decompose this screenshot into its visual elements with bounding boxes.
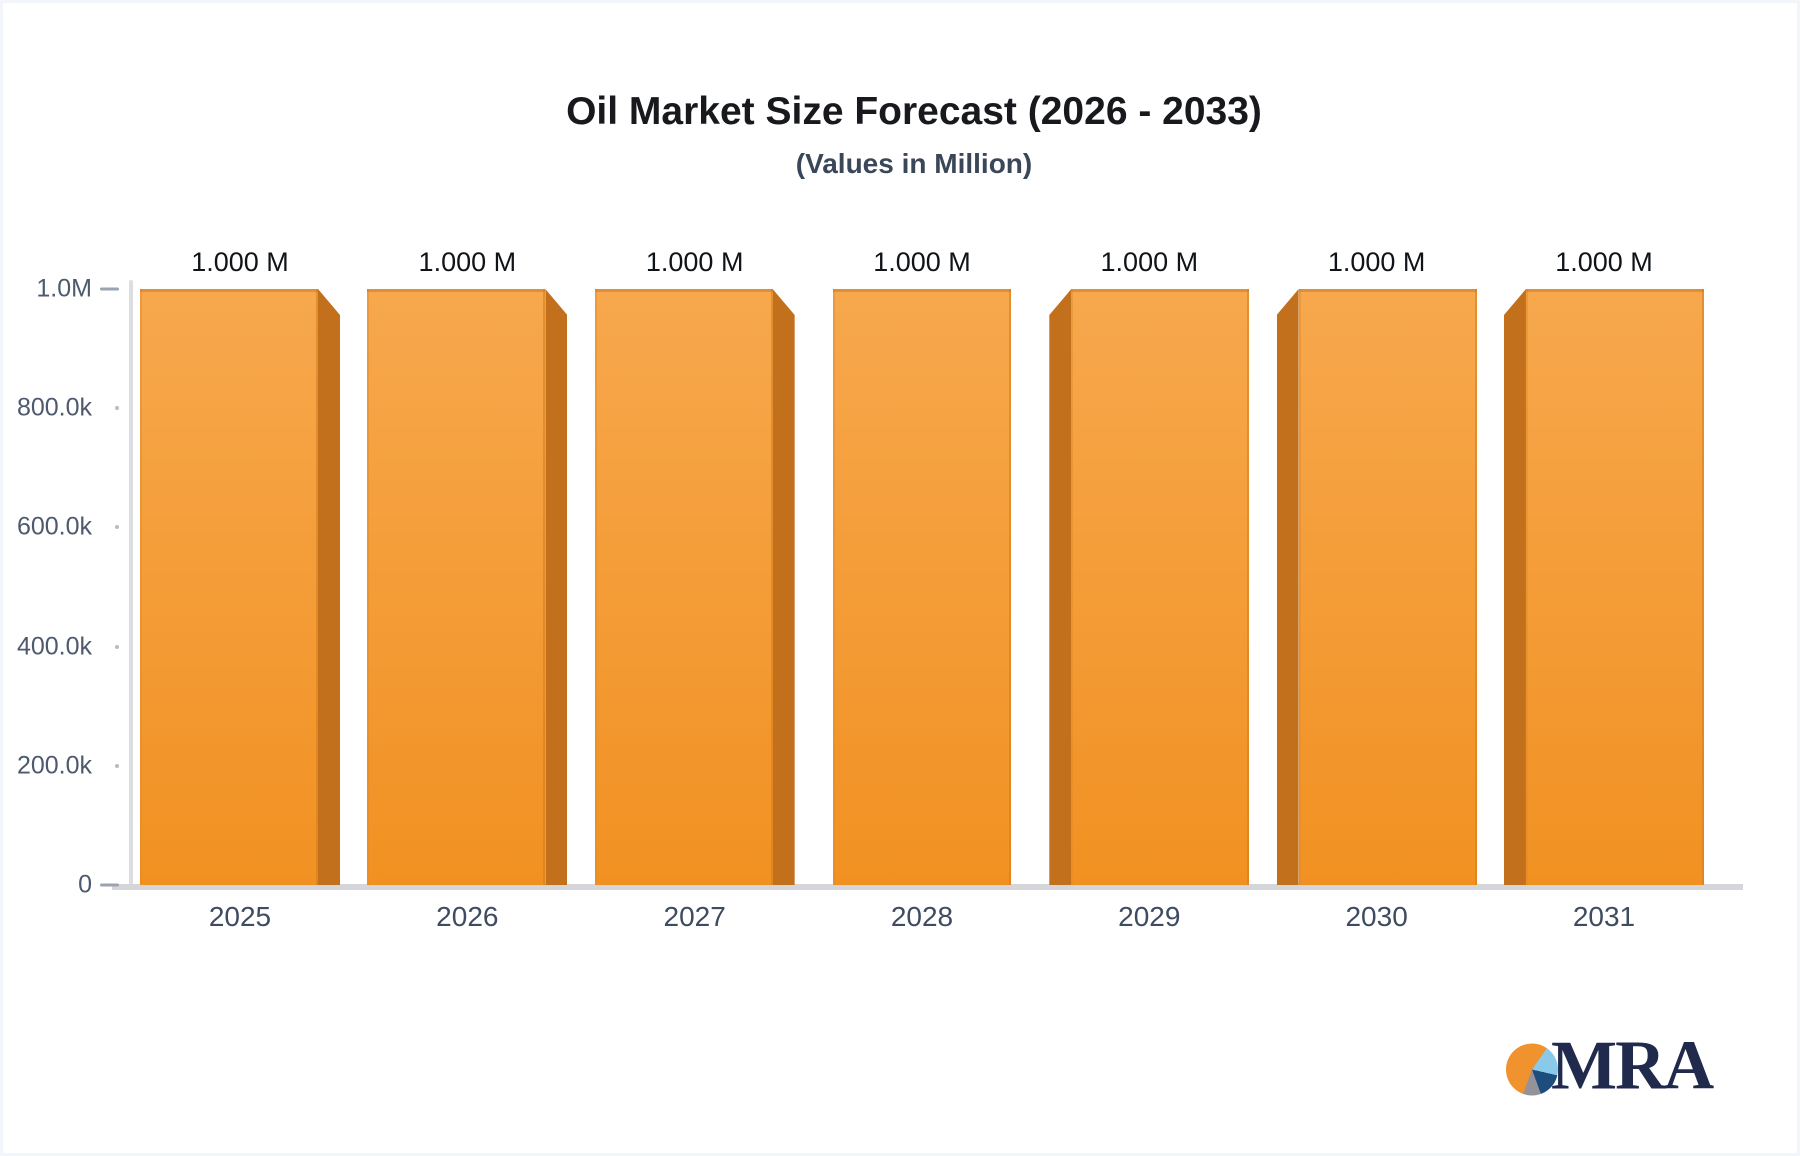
- bar-side-3d: [318, 289, 340, 885]
- x-axis-baseline: [112, 884, 1743, 890]
- y-axis-tick-mark: [115, 406, 119, 411]
- bar-group[interactable]: 1.000 M 2030: [1276, 247, 1477, 932]
- logo-text: MRA: [1551, 1027, 1714, 1105]
- bar-value-label: 1.000 M: [645, 247, 744, 277]
- bar-face[interactable]: [832, 289, 1011, 885]
- bar-face[interactable]: [1525, 289, 1704, 885]
- bar-group[interactable]: 1.000 M 2031: [1503, 247, 1704, 932]
- y-axis-tick-label: 400.0k: [16, 632, 92, 661]
- bar-side-3d: [1049, 289, 1072, 885]
- x-axis-label: 2031: [1572, 901, 1636, 932]
- bar-value-label: 1.000 M: [191, 247, 289, 277]
- bar-face[interactable]: [1298, 289, 1477, 885]
- y-axis-tick-mark: [100, 287, 119, 291]
- x-axis-label: 2026: [436, 901, 499, 932]
- mra-logo: MRA: [1506, 1031, 1714, 1102]
- bar-group[interactable]: 1.000 M 2027: [594, 247, 795, 932]
- x-axis-label: 2028: [890, 901, 954, 932]
- y-axis-tick-label: 600.0k: [16, 512, 92, 541]
- y-axis-tick-mark: [100, 883, 119, 887]
- chart-subtitle: (Values in Million): [795, 148, 1033, 179]
- pie-chart-logo-icon: [1506, 1043, 1558, 1095]
- y-axis-tick-label: 0: [78, 870, 92, 899]
- bar-group[interactable]: 1.000 M 2025: [140, 247, 340, 932]
- bar-value-label: 1.000 M: [1100, 247, 1199, 277]
- bar-side-3d: [1503, 289, 1526, 885]
- bar-value-label: 1.000 M: [1327, 247, 1426, 277]
- x-axis-label: 2025: [208, 901, 272, 932]
- bar-side-3d: [1276, 289, 1299, 885]
- bar-face[interactable]: [594, 289, 773, 885]
- y-axis-tick-label: 1.0M: [36, 274, 92, 303]
- x-axis-label: 2030: [1345, 901, 1408, 932]
- bar-group[interactable]: 1.000 M 2028: [822, 247, 1022, 932]
- bar-value-label: 1.000 M: [873, 247, 971, 277]
- bar-group[interactable]: 1.000 M 2029: [1049, 247, 1250, 932]
- bar-face[interactable]: [367, 289, 546, 885]
- bar-face[interactable]: [140, 289, 318, 885]
- y-axis-tick-label: 800.0k: [16, 393, 92, 422]
- bar-value-label: 1.000 M: [418, 247, 517, 277]
- y-axis-tick-mark: [115, 525, 119, 530]
- x-axis-label: 2029: [1118, 901, 1181, 932]
- y-axis-tick-label: 200.0k: [16, 751, 92, 780]
- chart-title: Oil Market Size Forecast (2026 - 2033): [566, 90, 1262, 133]
- y-axis-tick-mark: [115, 644, 119, 649]
- bar-value-label: 1.000 M: [1555, 247, 1653, 277]
- y-axis-tick-mark: [115, 763, 119, 768]
- bar-side-3d: [545, 289, 568, 885]
- bar-group[interactable]: 1.000 M 2026: [367, 247, 568, 932]
- bar-face[interactable]: [1071, 289, 1250, 885]
- bar-side-3d: [772, 289, 795, 885]
- chart-header: Oil Market Size Forecast (2026 - 2033) (…: [0, 90, 1800, 180]
- y-axis-line: [129, 280, 133, 886]
- x-axis-label: 2027: [663, 901, 726, 932]
